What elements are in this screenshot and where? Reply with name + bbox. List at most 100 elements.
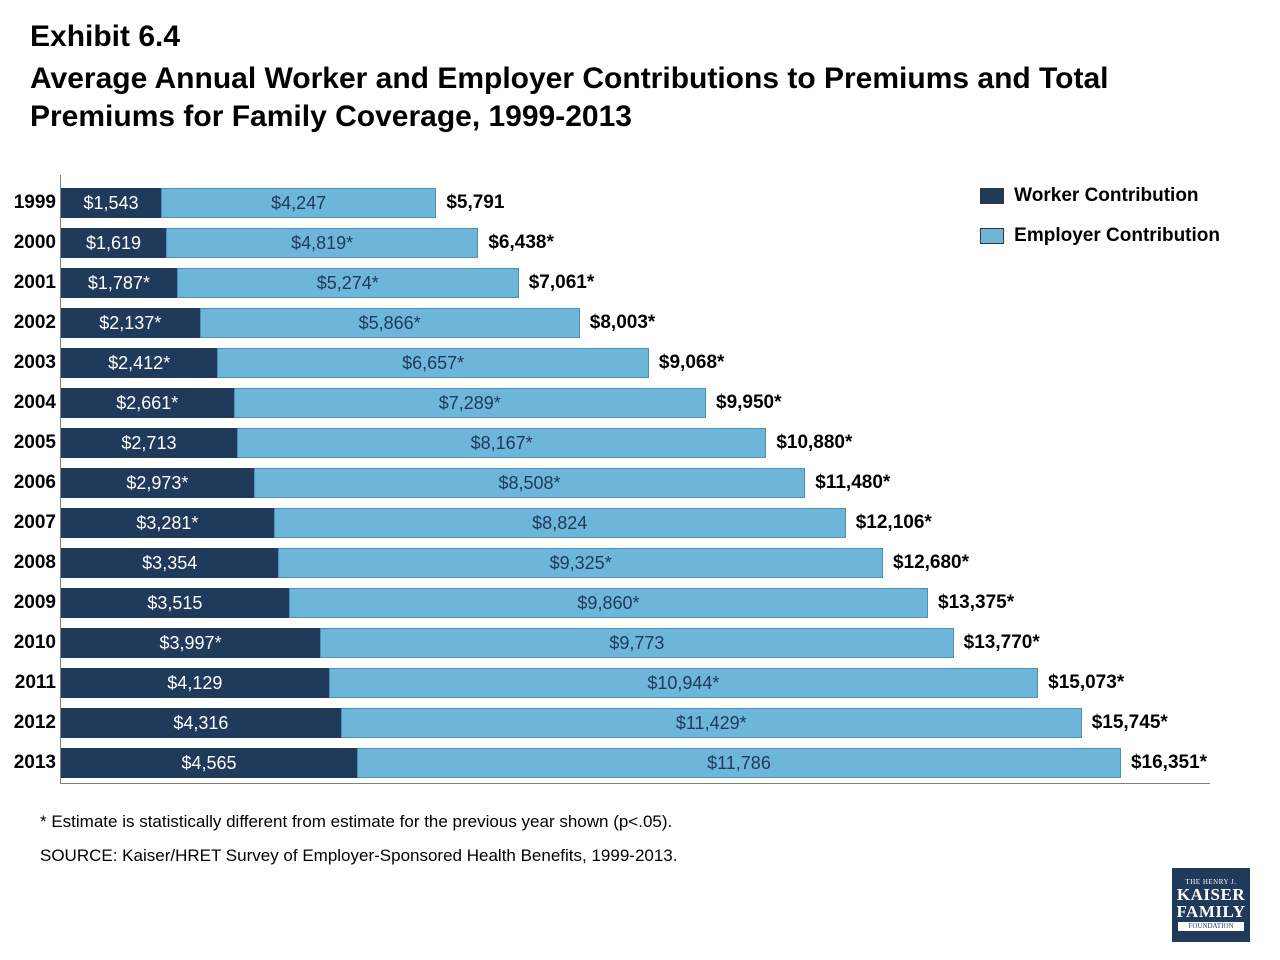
bar-segment-worker: $4,565 [61, 748, 357, 778]
bar-row: 2003$2,412*$6,657*$9,068* [61, 343, 1210, 383]
kaiser-logo: THE HENRY J. KAISER FAMILY FOUNDATION [1172, 868, 1250, 942]
exhibit-label: Exhibit 6.4 [30, 20, 1250, 54]
year-label: 2004 [1, 392, 56, 414]
bar-segment-employer: $8,508* [254, 468, 806, 498]
bar-row: 1999$1,543$4,247$5,791 [61, 183, 1210, 223]
total-label: $5,791 [446, 192, 504, 214]
total-label: $13,375* [938, 592, 1014, 614]
bar-segment-worker: $2,137* [61, 308, 200, 338]
chart-container: Worker Contribution Employer Contributio… [60, 175, 1250, 784]
bar-segment-employer: $9,325* [278, 548, 883, 578]
bar-segment-worker: $1,543 [61, 188, 161, 218]
bar-row: 2005$2,713$8,167*$10,880* [61, 423, 1210, 463]
bar-row: 2001$1,787*$5,274*$7,061* [61, 263, 1210, 303]
bar-row: 2009$3,515$9,860*$13,375* [61, 583, 1210, 623]
bar-segment-worker: $3,354 [61, 548, 278, 578]
bar-segment-employer: $5,866* [200, 308, 580, 338]
bar-track: $3,997*$9,773 $13,770* [61, 628, 1040, 658]
logo-line2: KAISER [1174, 886, 1248, 903]
year-label: 2012 [1, 712, 56, 734]
year-label: 2009 [1, 592, 56, 614]
total-label: $7,061* [529, 272, 595, 294]
bar-track: $4,129$10,944* $15,073* [61, 668, 1124, 698]
total-label: $8,003* [590, 312, 656, 334]
bar-track: $1,787*$5,274* $7,061* [61, 268, 594, 298]
bar-segment-employer: $9,773 [320, 628, 954, 658]
bar-row: 2011$4,129$10,944*$15,073* [61, 663, 1210, 703]
total-label: $15,745* [1092, 712, 1168, 734]
source-text: SOURCE: Kaiser/HRET Survey of Employer-S… [40, 846, 1250, 866]
bar-segment-worker: $4,129 [61, 668, 329, 698]
year-label: 2003 [1, 352, 56, 374]
total-label: $10,880* [776, 432, 852, 454]
bar-track: $1,543$4,247 $5,791 [61, 188, 504, 218]
logo-line4: FOUNDATION [1178, 922, 1244, 931]
bar-segment-worker: $2,973* [61, 468, 254, 498]
year-label: 2006 [1, 472, 56, 494]
bar-track: $2,973*$8,508* $11,480* [61, 468, 890, 498]
bar-segment-worker: $2,661* [61, 388, 234, 418]
total-label: $13,770* [964, 632, 1040, 654]
bar-segment-employer: $6,657* [217, 348, 649, 378]
bar-track: $1,619$4,819* $6,438* [61, 228, 554, 258]
bar-row: 2006$2,973*$8,508*$11,480* [61, 463, 1210, 503]
total-label: $11,480* [815, 472, 890, 494]
bar-row: 2013$4,565$11,786$16,351* [61, 743, 1210, 783]
bar-track: $3,515$9,860* $13,375* [61, 588, 1014, 618]
bar-track: $2,412*$6,657* $9,068* [61, 348, 724, 378]
bar-row: 2012$4,316$11,429*$15,745* [61, 703, 1210, 743]
total-label: $15,073* [1048, 672, 1124, 694]
bar-segment-worker: $3,997* [61, 628, 320, 658]
bar-track: $2,713$8,167* $10,880* [61, 428, 852, 458]
bar-segment-employer: $11,429* [341, 708, 1082, 738]
bar-segment-employer: $7,289* [234, 388, 707, 418]
bar-track: $4,565$11,786 $16,351* [61, 748, 1207, 778]
total-label: $9,950* [716, 392, 782, 414]
bar-track: $4,316$11,429* $15,745* [61, 708, 1168, 738]
bar-segment-worker: $2,412* [61, 348, 217, 378]
bar-track: $3,281*$8,824 $12,106* [61, 508, 932, 538]
bar-row: 2008$3,354$9,325*$12,680* [61, 543, 1210, 583]
year-label: 2000 [1, 232, 56, 254]
bar-segment-worker: $4,316 [61, 708, 341, 738]
bar-track: $2,661*$7,289* $9,950* [61, 388, 782, 418]
bar-segment-employer: $4,247 [161, 188, 436, 218]
bar-segment-employer: $11,786 [357, 748, 1121, 778]
year-label: 2007 [1, 512, 56, 534]
bar-row: 2000$1,619$4,819*$6,438* [61, 223, 1210, 263]
year-label: 2013 [1, 752, 56, 774]
bar-segment-employer: $9,860* [289, 588, 928, 618]
bar-segment-worker: $1,619 [61, 228, 166, 258]
year-label: 2001 [1, 272, 56, 294]
bar-segment-employer: $8,824 [274, 508, 846, 538]
bar-row: 2010$3,997*$9,773$13,770* [61, 623, 1210, 663]
logo-line3: FAMILY [1174, 903, 1248, 920]
year-label: 2011 [1, 672, 56, 694]
bar-chart: 1999$1,543$4,247$5,7912000$1,619$4,819*$… [60, 175, 1210, 784]
bar-segment-employer: $8,167* [237, 428, 766, 458]
total-label: $9,068* [659, 352, 725, 374]
title-block: Exhibit 6.4 Average Annual Worker and Em… [30, 20, 1250, 135]
bar-row: 2004$2,661*$7,289*$9,950* [61, 383, 1210, 423]
bar-row: 2007$3,281*$8,824$12,106* [61, 503, 1210, 543]
bar-segment-employer: $5,274* [177, 268, 519, 298]
year-label: 2008 [1, 552, 56, 574]
bar-segment-employer: $4,819* [166, 228, 478, 258]
bar-track: $3,354$9,325* $12,680* [61, 548, 969, 578]
footnote: * Estimate is statistically different fr… [40, 812, 1250, 832]
bar-segment-worker: $3,281* [61, 508, 274, 538]
year-label: 2005 [1, 432, 56, 454]
total-label: $16,351* [1131, 752, 1207, 774]
year-label: 2002 [1, 312, 56, 334]
chart-title: Average Annual Worker and Employer Contr… [30, 60, 1250, 135]
bar-segment-employer: $10,944* [329, 668, 1038, 698]
total-label: $12,106* [856, 512, 932, 534]
bar-segment-worker: $1,787* [61, 268, 177, 298]
total-label: $6,438* [488, 232, 554, 254]
year-label: 1999 [1, 192, 56, 214]
total-label: $12,680* [893, 552, 969, 574]
bar-track: $2,137*$5,866* $8,003* [61, 308, 655, 338]
bar-row: 2002$2,137*$5,866*$8,003* [61, 303, 1210, 343]
bar-segment-worker: $2,713 [61, 428, 237, 458]
bar-segment-worker: $3,515 [61, 588, 289, 618]
